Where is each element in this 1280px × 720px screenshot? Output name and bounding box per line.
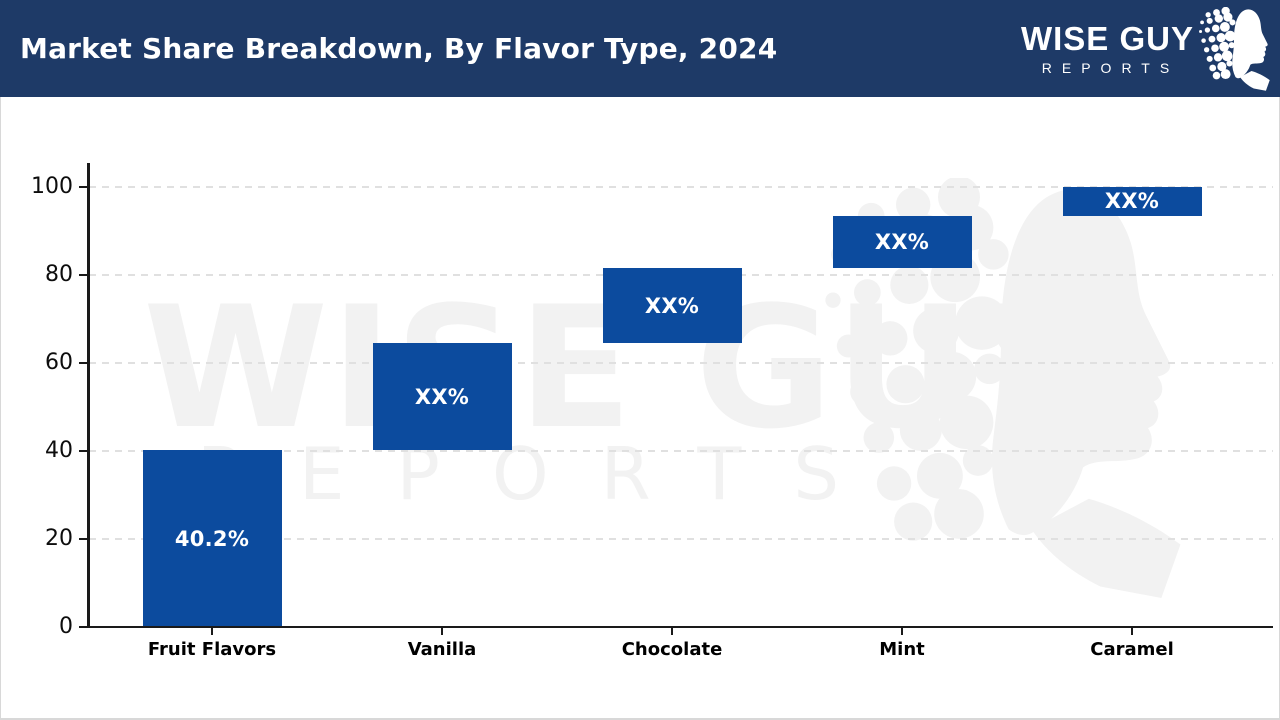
y-tick-label: 20 — [45, 526, 73, 551]
x-tick-mark — [900, 628, 904, 635]
x-tick-mark — [210, 628, 214, 635]
gridline — [89, 450, 1273, 452]
gridline — [89, 186, 1273, 188]
y-tick-mark — [79, 625, 88, 629]
y-tick-mark — [79, 361, 88, 365]
gridline — [89, 362, 1273, 364]
bar: XX% — [832, 215, 972, 269]
watermark-text-line2: REPORTS — [197, 432, 892, 516]
y-tick-label: 80 — [45, 262, 73, 287]
logo-text: WISE GUY REPORTS — [1021, 22, 1194, 76]
bar-value-label: XX% — [644, 293, 700, 318]
chart-area: WISE GUY REPORTS 0 20 40 60 80 100 40.2% Fruit … — [0, 97, 1280, 720]
logo-tagline: REPORTS — [1041, 59, 1180, 76]
x-category-label: Vanilla — [407, 639, 477, 660]
bar: XX% — [372, 343, 512, 451]
bar-value-label: XX% — [1104, 189, 1160, 214]
y-tick-label: 40 — [45, 438, 73, 463]
x-tick-mark — [670, 628, 674, 635]
x-tick-mark — [1130, 628, 1134, 635]
bar: XX% — [602, 268, 742, 344]
y-tick-mark — [79, 537, 88, 541]
y-axis-line — [87, 163, 90, 628]
wise-guy-logo: WISE GUY REPORTS — [1021, 5, 1272, 93]
x-category-label: Chocolate — [621, 639, 723, 660]
bar-value-label: XX% — [874, 229, 930, 254]
y-tick-mark — [79, 185, 88, 189]
y-tick-label: 0 — [59, 614, 73, 639]
head-profile-icon — [1199, 7, 1270, 91]
header: Market Share Breakdown, By Flavor Type, … — [0, 0, 1280, 97]
page-title: Market Share Breakdown, By Flavor Type, … — [20, 32, 778, 65]
x-category-label: Caramel — [1090, 639, 1174, 660]
y-tick-label: 60 — [45, 350, 73, 375]
y-tick-label: 100 — [31, 174, 73, 199]
bar: 40.2% — [142, 450, 282, 627]
x-category-label: Mint — [879, 639, 925, 660]
bar-value-label: XX% — [414, 384, 470, 409]
y-tick-mark — [79, 273, 88, 277]
bar-value-label: 40.2% — [174, 526, 250, 551]
x-tick-mark — [440, 628, 444, 635]
x-axis-line — [87, 625, 1273, 628]
logo-name: WISE GUY — [1020, 20, 1194, 58]
x-category-label: Fruit Flavors — [147, 639, 277, 660]
bar: XX% — [1062, 187, 1202, 216]
gridline — [89, 538, 1273, 540]
y-tick-mark — [79, 449, 88, 453]
